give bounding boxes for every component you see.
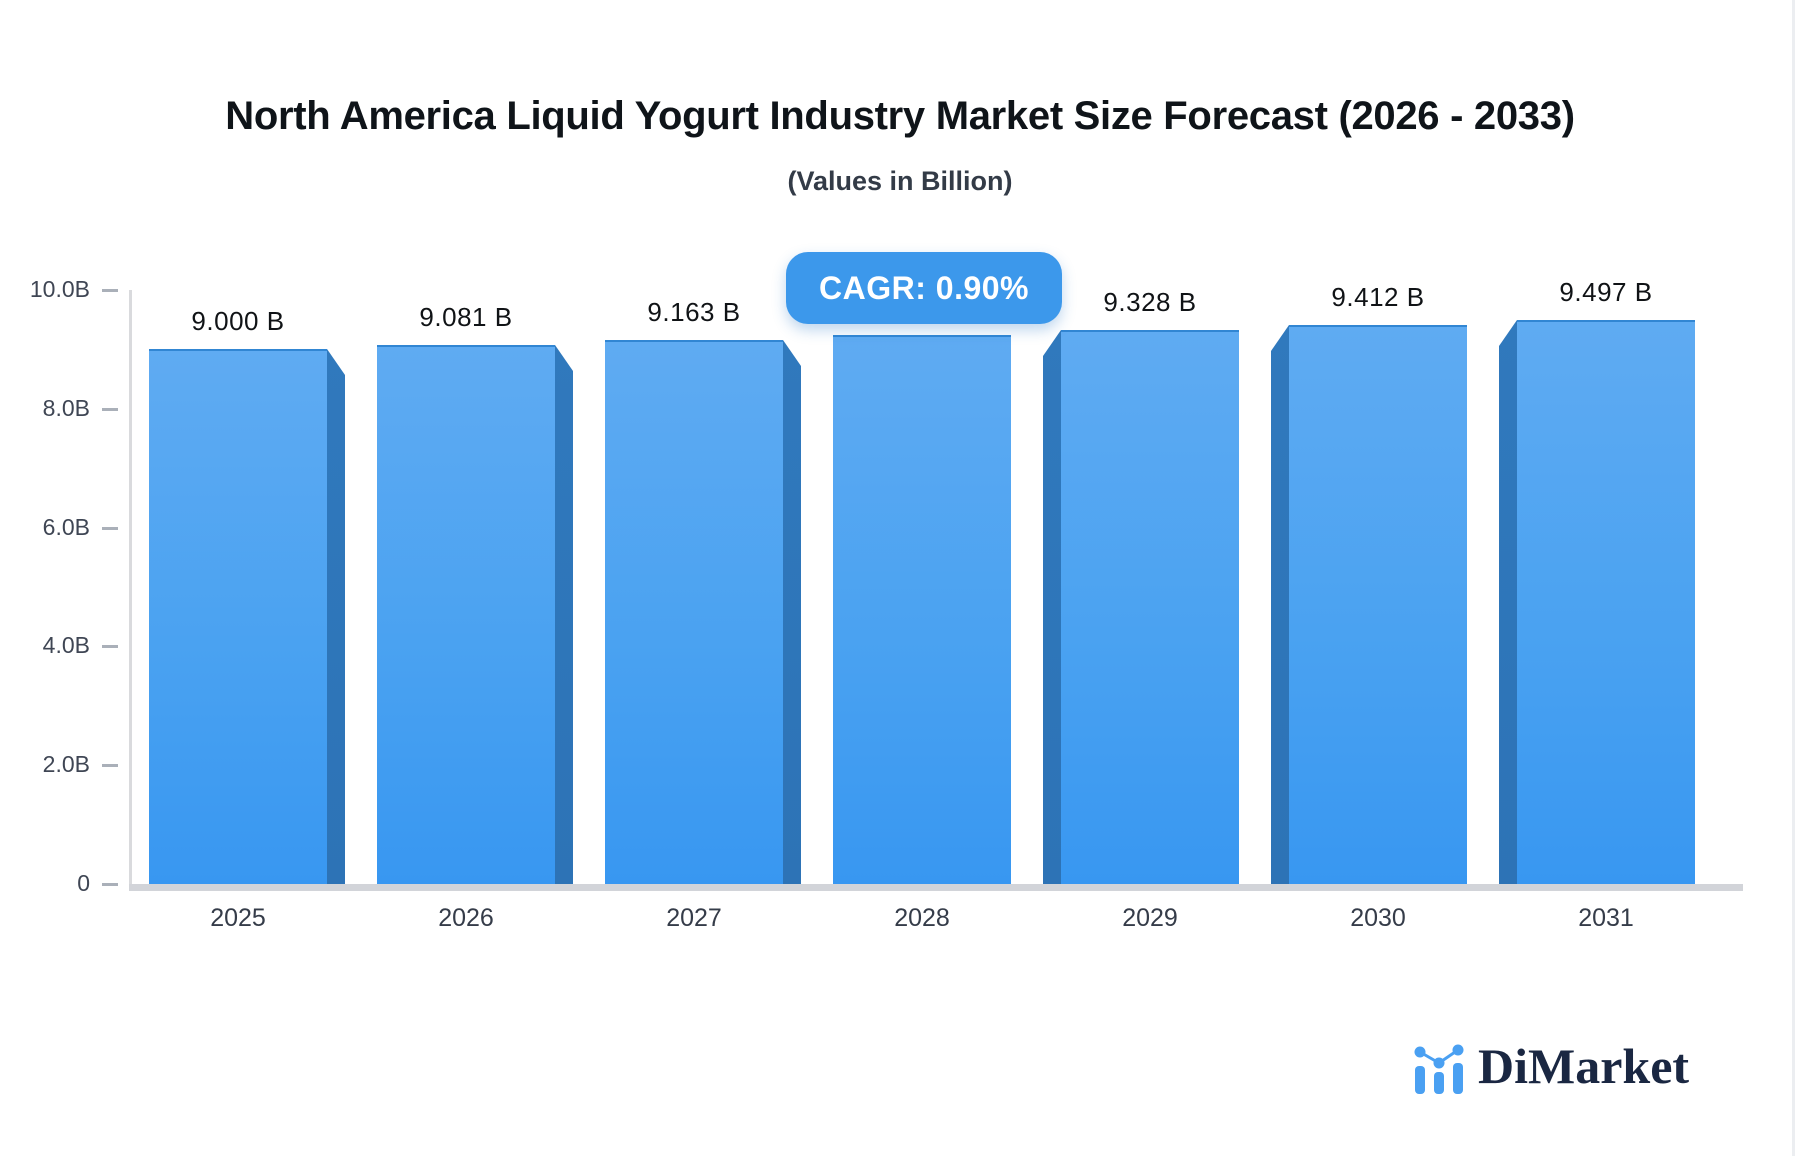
cagr-badge: CAGR: 0.90% [786,252,1062,324]
bar-side-2030 [1271,325,1289,884]
bar-side-2025 [327,349,345,884]
y-tick-dash [102,407,118,411]
bar-value-label-2030: 9.412 B [1331,282,1425,312]
x-axis-label-2031: 2031 [1578,904,1634,932]
bar-side-2027 [783,340,801,884]
y-tick-dash [102,645,118,649]
bar-chart-dots-icon [1412,1042,1466,1094]
y-axis-label: 6.0B [42,513,90,540]
bar-value-label-2027: 9.163 B [647,297,741,327]
bar-2027[interactable] [605,340,783,884]
chart-subtitle: (Values in Billion) [787,166,1013,196]
bar-side-2031 [1499,320,1517,884]
bar-2026[interactable] [377,345,555,884]
x-axis-label-2029: 2029 [1122,904,1178,932]
y-tick-dash [102,289,118,292]
bar-2031[interactable] [1517,320,1695,884]
y-axis-line [129,290,132,884]
x-axis-label-2025: 2025 [210,904,266,932]
y-axis-label: 8.0B [42,394,90,421]
x-axis-label-2026: 2026 [438,904,494,932]
bar-2028[interactable] [833,335,1011,884]
bar-value-label-2025: 9.000 B [191,306,285,336]
x-axis-label-2027: 2027 [666,904,722,932]
y-axis-label: 0 [77,870,90,896]
x-axis-label-2030: 2030 [1350,904,1406,932]
x-axis-label-2028: 2028 [894,904,950,932]
bar-value-label-2026: 9.081 B [419,302,513,332]
logo-text: DiMarket [1478,1038,1690,1094]
y-axis-label: 10.0B [29,276,90,302]
y-tick-dash [102,526,118,530]
bar-side-2029 [1043,330,1061,884]
y-axis-label: 2.0B [42,751,90,778]
bar-value-label-2031: 9.497 B [1559,277,1653,307]
bar-2029[interactable] [1061,330,1239,884]
x-axis-baseline [129,884,1743,891]
dimarket-logo[interactable]: DiMarket [1412,1038,1689,1094]
chart-title: North America Liquid Yogurt Industry Mar… [225,94,1575,138]
y-tick-dash [102,883,118,886]
bar-side-2026 [555,345,573,884]
bar-2030[interactable] [1289,325,1467,884]
y-tick-dash [102,764,118,768]
window-right-edge [1792,0,1795,1156]
y-axis-label: 4.0B [42,632,90,659]
bar-2025[interactable] [149,349,327,884]
bar-value-label-2029: 9.328 B [1103,287,1197,317]
